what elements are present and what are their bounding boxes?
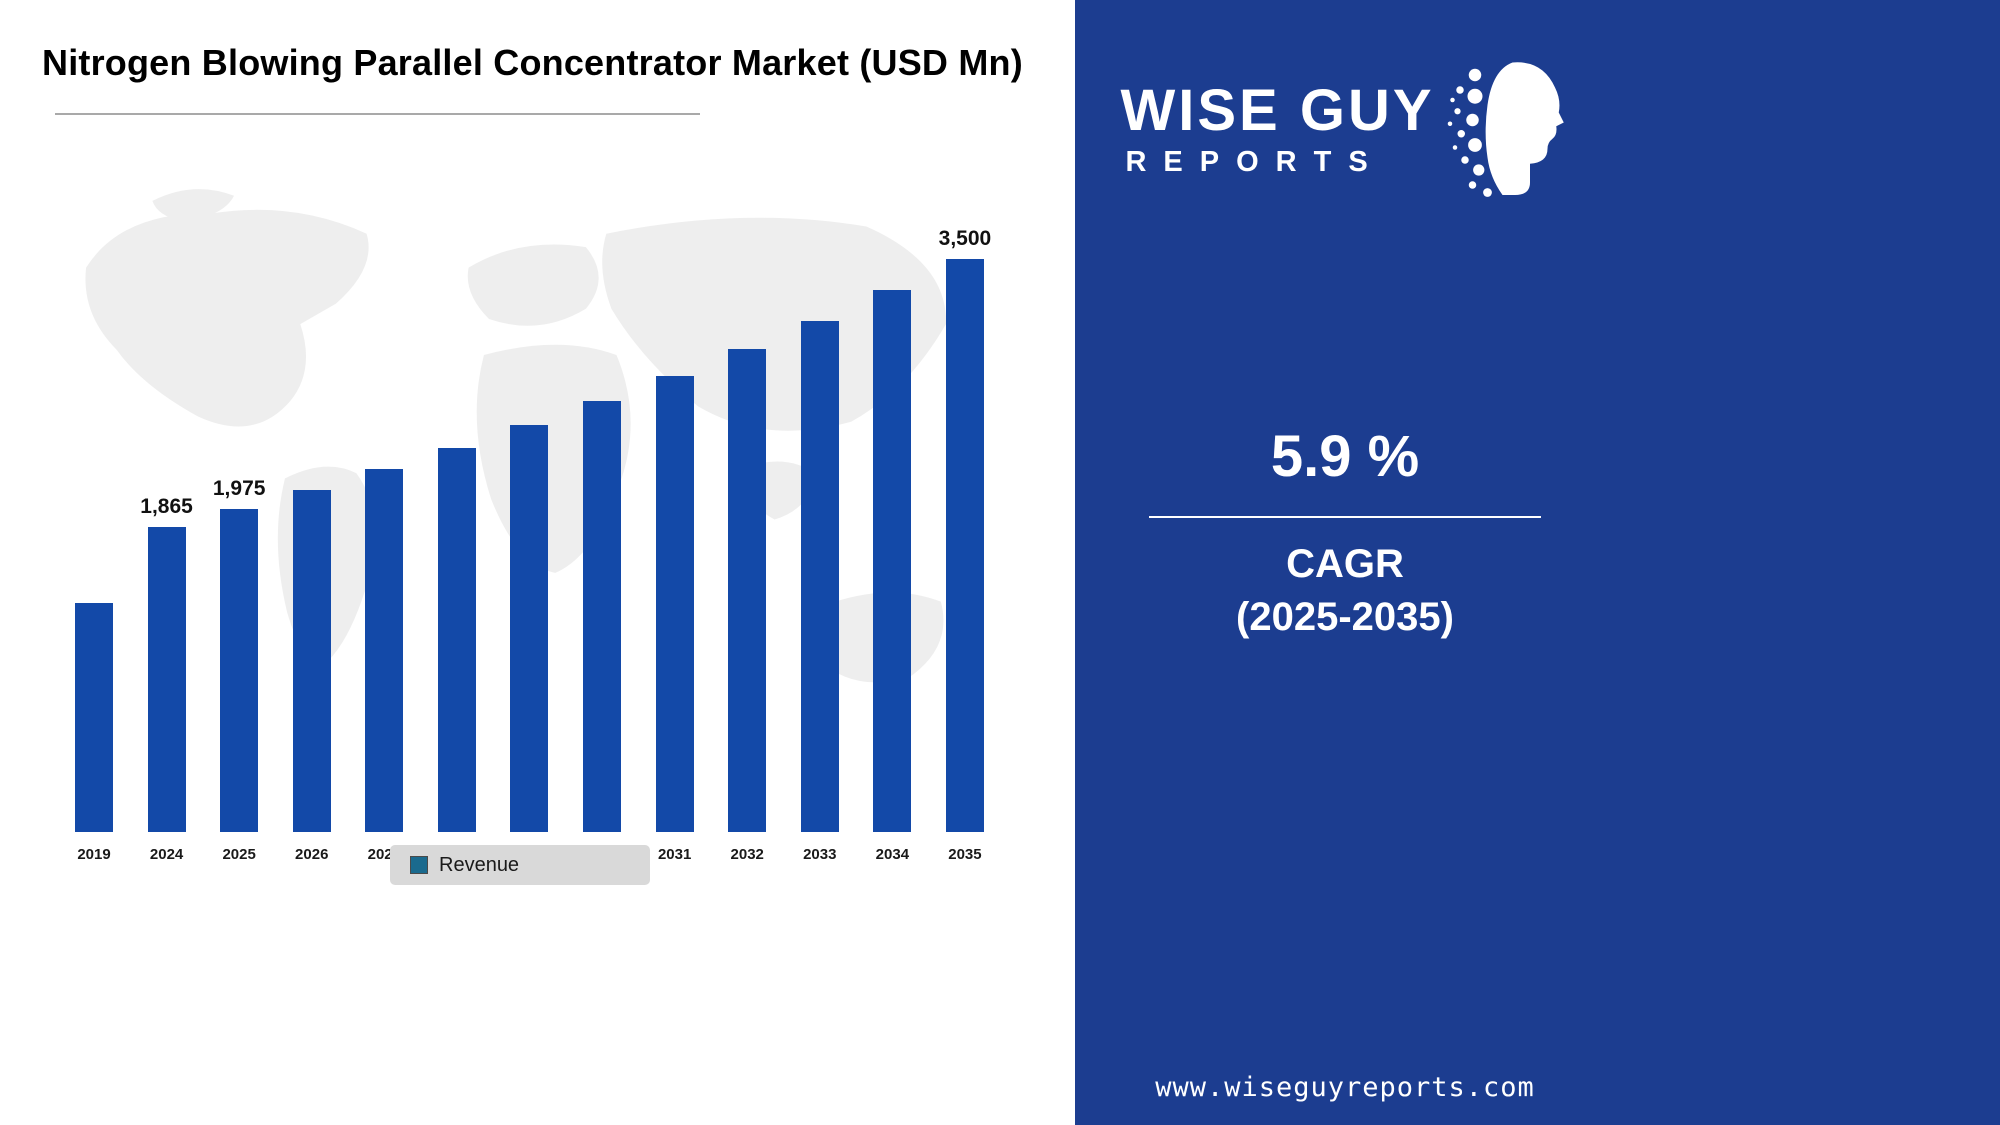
x-axis-label: 2034: [875, 846, 910, 863]
x-axis-label: 2025: [222, 846, 256, 863]
website-url[interactable]: www.wiseguyreports.com: [1155, 1072, 1535, 1103]
x-axis-label: 2019: [77, 846, 111, 863]
brand-panel: WISE GUY REPORTS 5.9 %: [1075, 0, 2000, 1125]
bar-column: 2026: [280, 206, 344, 866]
logo-head-icon: [1447, 62, 1564, 197]
title-underline: [55, 113, 700, 115]
x-axis-label: 2033: [803, 846, 837, 863]
bar-column: 2029: [497, 206, 561, 866]
bar-value-label: 1,975: [212, 477, 266, 500]
bar: [437, 448, 476, 832]
bar-column: 2032: [715, 206, 779, 866]
bar-column: 2031: [643, 206, 707, 866]
x-axis-label: 2024: [149, 846, 184, 863]
logo-wordmark-line1: WISE GUY: [1120, 78, 1435, 144]
brand-panel-content: WISE GUY REPORTS 5.9 %: [1075, 0, 1615, 1125]
bar-column: 1,865 2024: [135, 206, 199, 866]
chart-legend[interactable]: Revenue: [390, 845, 650, 885]
bar-value-label: 1,865: [140, 495, 193, 518]
bar: [655, 376, 694, 832]
logo: WISE GUY REPORTS: [1120, 55, 1569, 205]
legend-swatch: [410, 856, 428, 874]
cagr-value: 5.9 %: [1270, 424, 1420, 489]
bar-column: 2034: [860, 206, 924, 866]
bar: [873, 290, 912, 832]
x-axis-label: 2026: [295, 846, 329, 863]
bar-column: 2019: [62, 206, 126, 866]
bar: [583, 401, 622, 832]
bar: [728, 349, 767, 832]
bar: [147, 527, 186, 832]
cagr-divider: [1149, 516, 1541, 518]
bar-column: 1,975 2025: [207, 206, 271, 866]
bar: [292, 490, 331, 832]
bar-chart: 20191,86520241,9752025202620272028202920…: [62, 206, 997, 866]
bar-column: 2033: [788, 206, 852, 866]
cagr-period: (2025-2035): [1236, 595, 1454, 639]
bar-column: 2027: [352, 206, 416, 866]
bar: [510, 425, 549, 832]
x-axis-label: 2032: [730, 846, 764, 863]
bar-column: 2030: [570, 206, 634, 866]
chart-title: Nitrogen Blowing Parallel Concentrator M…: [42, 42, 1023, 83]
x-axis-label: 2031: [657, 846, 692, 863]
bar-column: 2028: [425, 206, 489, 866]
cagr-label: CAGR: [1286, 542, 1404, 586]
bar: [75, 603, 113, 832]
bar: [945, 259, 984, 832]
chart-section: Nitrogen Blowing Parallel Concentrator M…: [42, 42, 1023, 885]
bar-column: 3,500 2035: [933, 206, 997, 866]
bar-value-label: 3,500: [938, 227, 992, 250]
bar: [365, 469, 404, 832]
bar: [220, 509, 259, 832]
logo-text: WISE GUY REPORTS: [1120, 78, 1435, 179]
x-axis-label: 2035: [948, 846, 982, 863]
bar: [800, 321, 839, 832]
legend-label: Revenue: [439, 853, 520, 876]
logo-wordmark-line2: REPORTS: [1125, 145, 1385, 178]
